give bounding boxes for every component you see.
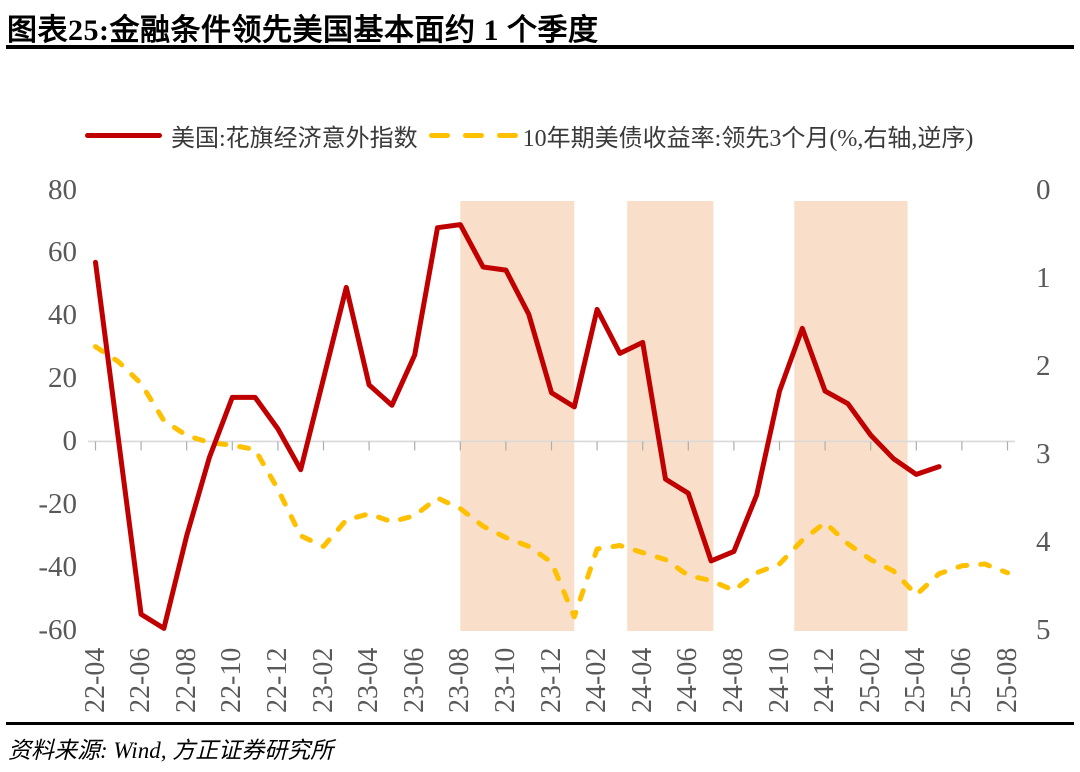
x-axis-tick-label: 25-02 <box>854 647 886 713</box>
x-axis-tick-label: 25-08 <box>991 647 1023 713</box>
right-axis-tick-label: 4 <box>1036 525 1051 558</box>
left-axis-tick-label: 80 <box>48 173 77 206</box>
x-axis-tick-label: 24-08 <box>717 647 749 713</box>
legend-dashed-line-swatch <box>428 132 518 138</box>
x-axis-tick-label: 24-06 <box>672 647 704 713</box>
x-axis-tick-label: 23-04 <box>353 647 385 713</box>
right-axis-tick-label: 5 <box>1036 613 1051 646</box>
red-solid-line <box>93 222 942 631</box>
chart-legend: 美国:花旗经济意外指数 10年期美债收益率:领先3个月(%,右轴,逆序) <box>85 119 974 152</box>
figure-title: 图表25:金融条件领先美国基本面约 1 个季度 <box>7 14 599 47</box>
x-axis-tick-label: 24-10 <box>763 647 795 713</box>
x-axis-tick-label: 22-06 <box>125 647 157 713</box>
right-axis-tick-label: 1 <box>1036 261 1051 294</box>
legend-solid-line-swatch <box>85 132 162 138</box>
right-axis-tick-label: 3 <box>1036 437 1051 470</box>
left-axis-tick-label: 20 <box>48 362 77 395</box>
highlight-band <box>794 201 908 631</box>
left-axis-tick-label: -60 <box>38 613 77 646</box>
x-axis-tick-label: 23-10 <box>489 647 521 713</box>
x-axis-tick-label: 22-08 <box>170 647 202 713</box>
x-axis-tick-label: 24-12 <box>809 647 841 713</box>
right-axis-tick-label: 0 <box>1036 173 1051 206</box>
x-axis-tick-label: 24-04 <box>626 647 658 713</box>
x-axis-tick-label: 25-04 <box>900 647 932 713</box>
yellow-dashed-line <box>93 344 1010 620</box>
highlight-band <box>627 201 714 631</box>
left-axis-tick-label: 40 <box>48 299 77 332</box>
x-axis-tick-label: 23-02 <box>307 647 339 713</box>
left-axis-tick-label: 60 <box>48 236 77 269</box>
x-axis-tick-label: 24-02 <box>581 647 613 713</box>
legend-label-10y-yield: 10年期美债收益率:领先3个月(%,右轴,逆序) <box>522 125 974 152</box>
x-axis-tick-label: 25-06 <box>945 647 977 713</box>
x-axis-tick-label: 23-08 <box>444 647 476 713</box>
highlight-band <box>460 201 575 631</box>
source-note: 资料来源: Wind, 方正证券研究所 <box>8 738 334 763</box>
x-axis-tick-label: 23-12 <box>535 647 567 713</box>
x-axis-tick-label: 22-10 <box>216 647 248 713</box>
left-axis-tick-label: -20 <box>38 487 77 520</box>
left-axis-tick-label: -40 <box>38 550 77 583</box>
legend-label-citi-surprise-index: 美国:花旗经济意外指数 <box>171 125 418 152</box>
left-axis-tick-label: 0 <box>62 424 78 457</box>
right-axis-tick-label: 2 <box>1036 349 1051 382</box>
x-axis-tick-label: 23-06 <box>398 647 430 713</box>
x-axis-tick-label: 22-12 <box>261 647 293 713</box>
title-rule <box>6 45 1074 49</box>
x-axis-tick-label: 22-04 <box>79 647 111 713</box>
footer-rule <box>6 722 1074 725</box>
